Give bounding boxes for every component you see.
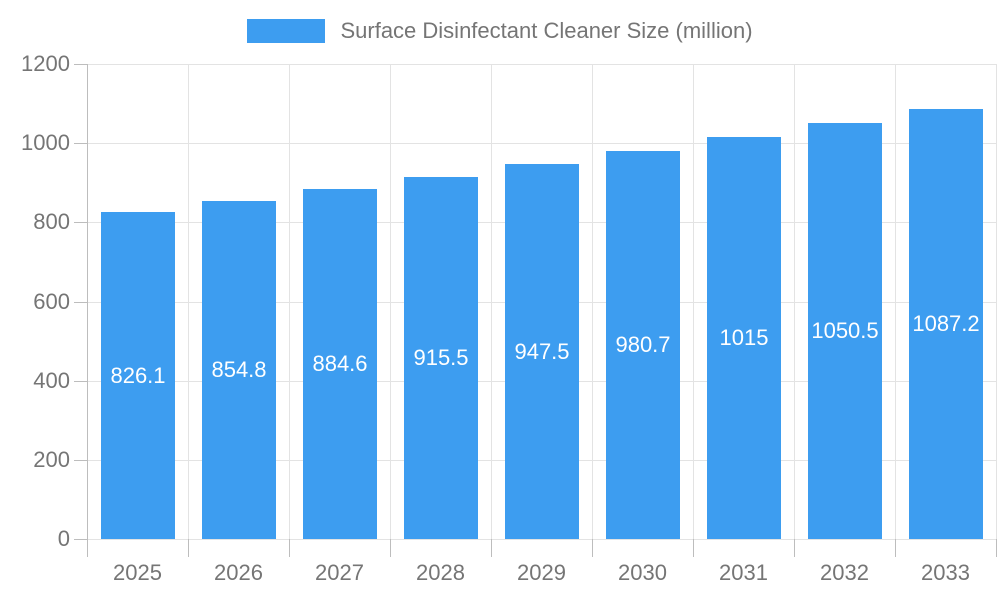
bar-value-label: 1087.2 (912, 311, 980, 336)
x-axis-tick (794, 539, 795, 557)
bar: 1050.5 (808, 123, 882, 539)
y-axis-label: 800 (33, 209, 70, 234)
bar-value-label: 947.5 (514, 338, 570, 364)
bar: 826.1 (101, 212, 175, 539)
bar-value-label: 826.1 (110, 362, 166, 388)
x-gridline (390, 64, 391, 539)
x-axis-tick (289, 539, 290, 557)
y-axis-label: 1200 (21, 51, 70, 76)
y-gridline (87, 143, 996, 144)
x-gridline (491, 64, 492, 539)
bar-value-label: 884.6 (312, 351, 368, 376)
y-gridline (87, 64, 996, 65)
y-axis-label: 0 (57, 526, 70, 551)
bar: 947.5 (505, 164, 579, 539)
bar: 854.8 (202, 201, 276, 539)
legend-label: Surface Disinfectant Cleaner Size (milli… (340, 18, 753, 43)
y-axis-label: 1000 (21, 130, 70, 155)
bar: 1015 (707, 137, 781, 539)
x-axis-tick (592, 539, 593, 557)
y-axis-tick (74, 539, 87, 540)
bar: 915.5 (404, 177, 478, 539)
x-axis-tick (491, 539, 492, 557)
x-gridline (289, 64, 290, 539)
legend-swatch (247, 19, 326, 43)
bar-value-label: 854.8 (211, 357, 267, 382)
y-axis-label: 200 (33, 447, 70, 472)
bar: 884.6 (303, 189, 377, 539)
x-gridline (895, 64, 896, 539)
bar-value-label: 1050.5 (811, 318, 879, 343)
y-axis-tick (74, 143, 87, 144)
y-axis-label: 400 (33, 368, 70, 393)
x-axis-label: 2025 (113, 560, 162, 585)
x-gridline (693, 64, 694, 539)
x-axis-tick (693, 539, 694, 557)
x-axis-label: 2029 (517, 560, 566, 585)
y-axis-tick (74, 460, 87, 461)
x-gridline (996, 64, 997, 539)
y-axis-tick (74, 222, 87, 223)
x-gridline (592, 64, 593, 539)
x-axis-tick (996, 539, 997, 557)
bar-value-label: 915.5 (413, 345, 469, 370)
y-axis-label: 600 (33, 289, 70, 314)
x-axis-label: 2030 (618, 560, 667, 585)
x-axis-label: 2027 (315, 560, 364, 585)
bar: 980.7 (606, 151, 680, 539)
x-axis-label: 2033 (921, 560, 970, 585)
bar-value-label: 980.7 (615, 332, 671, 357)
x-axis-label: 2028 (416, 560, 465, 585)
x-axis-label: 2032 (820, 560, 869, 585)
y-axis-line (87, 64, 88, 557)
x-axis-label: 2031 (719, 560, 768, 585)
y-axis-tick (74, 381, 87, 382)
x-gridline (188, 64, 189, 539)
bar: 1087.2 (909, 109, 983, 539)
bar-value-label: 1015 (719, 325, 769, 350)
x-axis-tick (895, 539, 896, 557)
x-gridline (794, 64, 795, 539)
x-axis-label: 2026 (214, 560, 263, 585)
legend: Surface Disinfectant Cleaner Size (milli… (0, 17, 1000, 45)
y-axis-tick (74, 64, 87, 65)
x-axis-tick (390, 539, 391, 557)
x-axis-tick (188, 539, 189, 557)
y-gridline (87, 539, 996, 540)
y-axis-tick (74, 302, 87, 303)
